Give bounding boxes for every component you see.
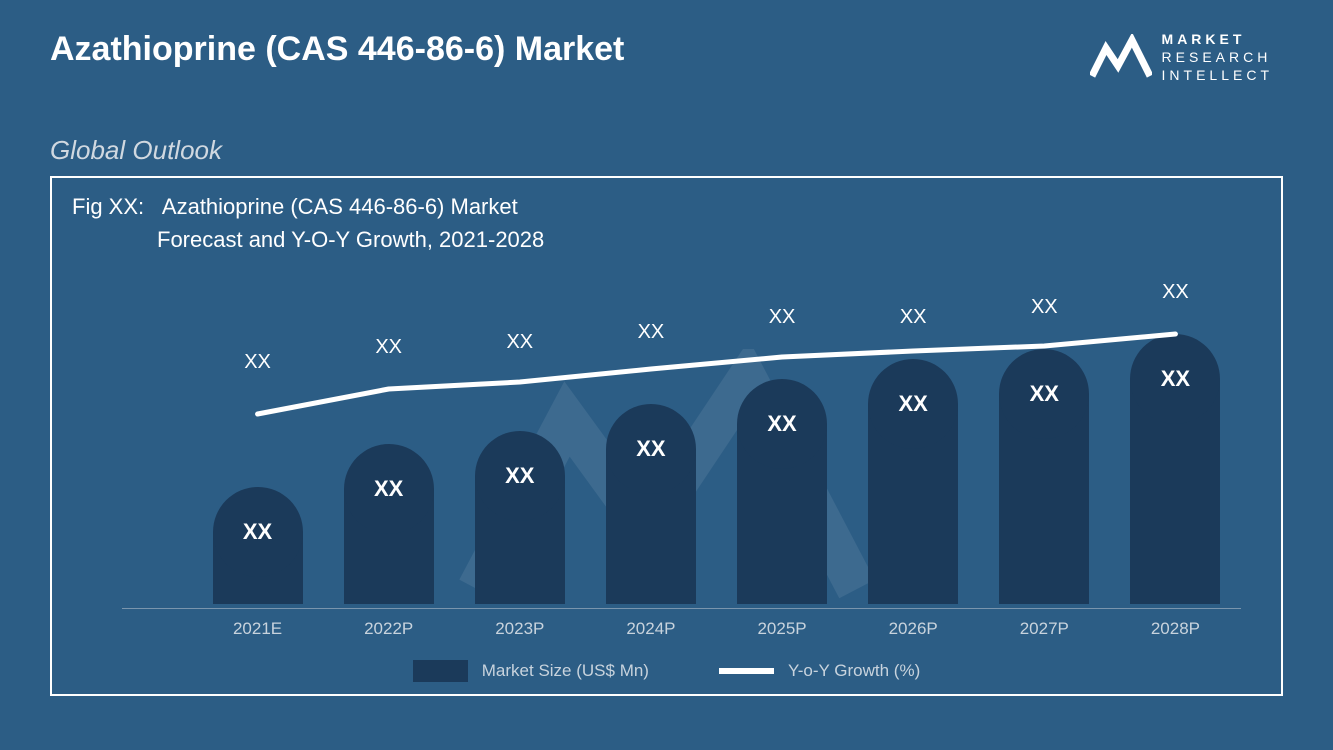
logo-text: MARKET RESEARCH INTELLECT [1162, 30, 1273, 85]
growth-value-label: XX [638, 321, 665, 344]
x-axis-label: 2026P [848, 619, 979, 639]
figure-line2: Forecast and Y-O-Y Growth, 2021-2028 [72, 223, 1261, 256]
growth-value-label: XX [244, 351, 271, 374]
growth-value-label: XX [1162, 281, 1189, 304]
page-title: Azathioprine (CAS 446-86-6) Market [50, 30, 624, 69]
figure-prefix: Fig XX: [72, 190, 157, 223]
x-axis-label: 2021E [192, 619, 323, 639]
x-axis-label: 2028P [1110, 619, 1241, 639]
bar-group: XXXX [717, 424, 848, 604]
legend-item-bar: Market Size (US$ Mn) [413, 660, 649, 682]
bar-group: XXXX [192, 532, 323, 604]
bars-row: XXXXXXXXXXXXXXXXXXXXXXXXXXXXXXXX [192, 268, 1241, 604]
brand-logo: MARKET RESEARCH INTELLECT [1090, 30, 1273, 85]
growth-value-label: XX [769, 306, 796, 329]
bar-group: XXXX [979, 394, 1110, 604]
bar-top-circle: XX [344, 444, 434, 534]
growth-value-label: XX [900, 306, 927, 329]
growth-value-label: XX [506, 331, 533, 354]
bar-top-circle: XX [868, 359, 958, 449]
legend-line-label: Y-o-Y Growth (%) [788, 661, 920, 681]
subtitle: Global Outlook [0, 85, 1333, 176]
bar-group: XXXX [454, 476, 585, 604]
x-axis-label: 2023P [454, 619, 585, 639]
x-axis-label: 2025P [717, 619, 848, 639]
x-axis-label: 2027P [979, 619, 1110, 639]
figure-caption: Fig XX: Azathioprine (CAS 446-86-6) Mark… [72, 190, 1261, 256]
bar-group: XXXX [1110, 379, 1241, 604]
logo-line3: INTELLECT [1162, 66, 1273, 84]
growth-value-label: XX [375, 336, 402, 359]
legend: Market Size (US$ Mn) Y-o-Y Growth (%) [52, 660, 1281, 682]
bar-group: XXXX [585, 449, 716, 604]
legend-bar-label: Market Size (US$ Mn) [482, 661, 649, 681]
figure-line1: Azathioprine (CAS 446-86-6) Market [162, 194, 518, 219]
bar-group: XXXX [848, 404, 979, 604]
bar-top-circle: XX [1130, 334, 1220, 424]
x-axis-label: 2024P [585, 619, 716, 639]
x-axis-line [122, 608, 1241, 609]
bar-top-circle: XX [213, 487, 303, 577]
legend-item-line: Y-o-Y Growth (%) [719, 660, 920, 682]
bar-top-circle: XX [475, 431, 565, 521]
logo-line1: MARKET [1162, 30, 1273, 48]
bar-top-circle: XX [606, 404, 696, 494]
bar-swatch-icon [413, 660, 468, 682]
logo-line2: RESEARCH [1162, 48, 1273, 66]
bar-top-circle: XX [999, 349, 1089, 439]
chart-plot-area: XXXXXXXXXXXXXXXXXXXXXXXXXXXXXXXX [192, 268, 1241, 604]
bar-top-circle: XX [737, 379, 827, 469]
logo-mark-icon [1090, 34, 1152, 80]
x-axis-labels: 2021E2022P2023P2024P2025P2026P2027P2028P [192, 619, 1241, 639]
growth-value-label: XX [1031, 296, 1058, 319]
x-axis-label: 2022P [323, 619, 454, 639]
bar-group: XXXX [323, 489, 454, 604]
line-swatch-icon [719, 668, 774, 674]
chart-container: Fig XX: Azathioprine (CAS 446-86-6) Mark… [50, 176, 1283, 696]
